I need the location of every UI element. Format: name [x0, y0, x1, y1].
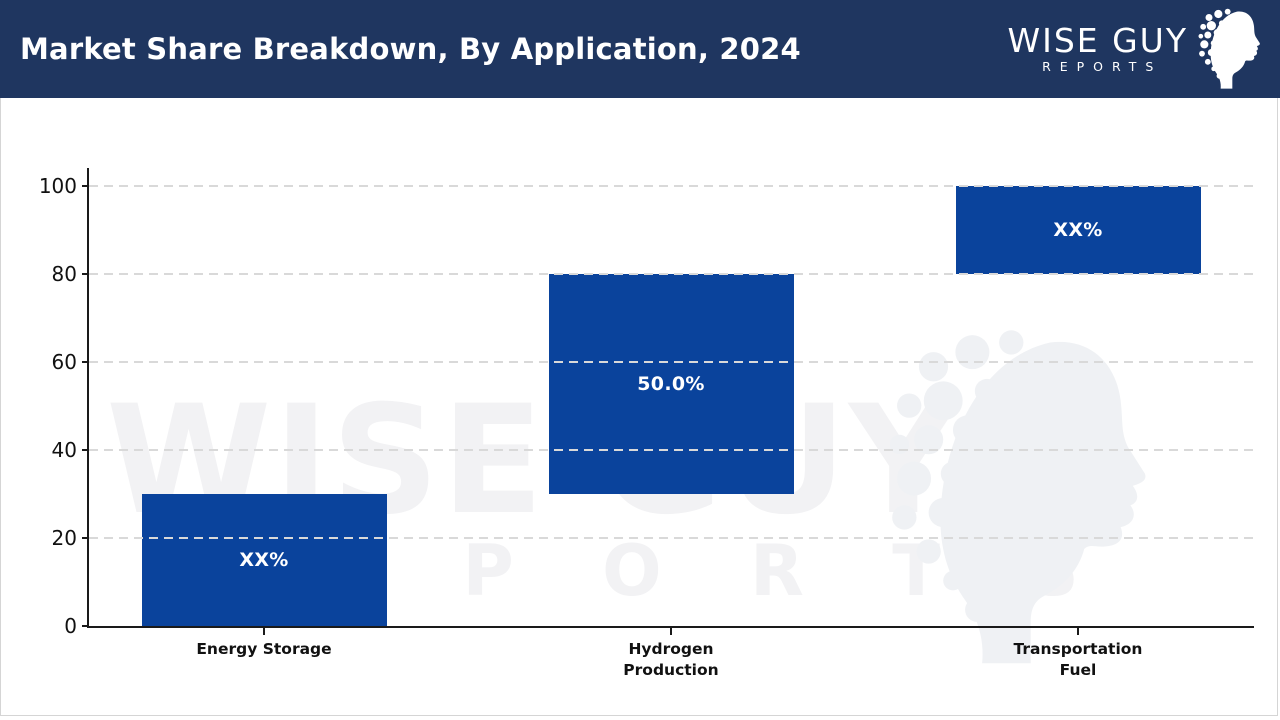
- y-tick-mark: [82, 361, 89, 363]
- y-tick-mark: [82, 625, 89, 627]
- y-tick-mark: [82, 537, 89, 539]
- bar-value-label: 50.0%: [637, 373, 705, 395]
- y-tick-label: 0: [64, 614, 77, 638]
- y-axis-spine: [87, 168, 89, 628]
- x-tick-mark: [1077, 628, 1079, 635]
- y-tick-label: 20: [51, 526, 77, 550]
- bar-segment: 50.0%: [548, 274, 794, 494]
- plot-area: XX% 50.0% XX% 0 20 40 60 80 100 Energy Storage Hyd…: [1, 98, 1279, 716]
- y-tick-mark: [82, 449, 89, 451]
- brand-name: WISE GUY: [1007, 21, 1188, 61]
- y-tick-mark: [82, 185, 89, 187]
- y-tick-label: 60: [51, 350, 77, 374]
- gridline: [89, 537, 1254, 539]
- header-bar: Market Share Breakdown, By Application, …: [0, 0, 1280, 98]
- bar-segment: XX%: [955, 186, 1201, 274]
- brand-logo-text: WISE GUY REPORTS: [1007, 24, 1188, 74]
- brand-subname: REPORTS: [1042, 59, 1163, 75]
- x-axis-spine: [87, 626, 1254, 628]
- page-title: Market Share Breakdown, By Application, …: [20, 32, 801, 66]
- watermark-head-icon: [889, 330, 1146, 664]
- gridline: [89, 273, 1254, 275]
- x-category-label: Transportation Fuel: [1013, 640, 1143, 679]
- gridline: [89, 361, 1254, 363]
- y-tick-label: 40: [51, 438, 77, 462]
- bar-value-label: XX%: [1053, 219, 1103, 241]
- y-tick-label: 80: [51, 262, 77, 286]
- y-tick-mark: [82, 273, 89, 275]
- gridline: [89, 185, 1254, 187]
- x-tick-mark: [670, 628, 672, 635]
- bar-segment: XX%: [141, 494, 387, 626]
- x-tick-mark: [263, 628, 265, 635]
- x-category-label: Hydrogen Production: [623, 640, 719, 679]
- y-tick-label: 100: [38, 174, 77, 198]
- bar-value-label: XX%: [239, 549, 289, 571]
- gridline: [89, 449, 1254, 451]
- brand-head-icon: [1198, 8, 1260, 89]
- x-category-label: Energy Storage: [196, 640, 332, 658]
- brand-logo: WISE GUY REPORTS: [1007, 7, 1266, 91]
- chart-card: WISE GUY R E P O R T S XX% 50.0% XX% 0 20 40 6…: [0, 98, 1278, 716]
